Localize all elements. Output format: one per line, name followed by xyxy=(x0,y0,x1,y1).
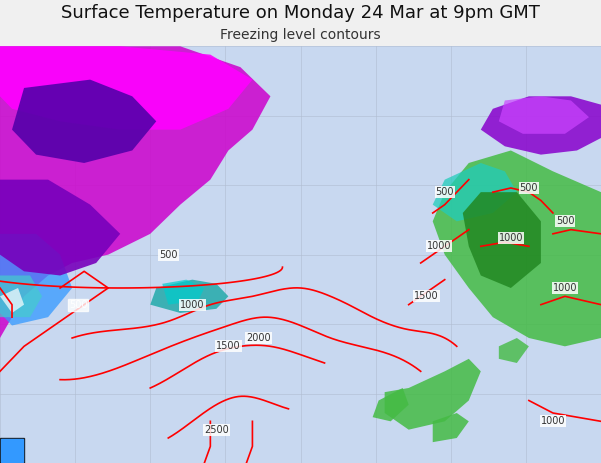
Text: Surface Temperature on Monday 24 Mar at 9pm GMT: Surface Temperature on Monday 24 Mar at … xyxy=(61,4,540,22)
Polygon shape xyxy=(499,338,529,363)
Polygon shape xyxy=(433,163,517,221)
Polygon shape xyxy=(463,192,541,288)
Polygon shape xyxy=(0,275,42,317)
Text: 1500: 1500 xyxy=(415,291,439,301)
Polygon shape xyxy=(0,288,24,313)
Polygon shape xyxy=(150,280,228,313)
Polygon shape xyxy=(481,96,601,155)
Text: 1000: 1000 xyxy=(553,283,577,293)
Text: 1000: 1000 xyxy=(499,233,523,243)
Polygon shape xyxy=(385,359,481,430)
Text: 2000: 2000 xyxy=(246,333,270,343)
Text: 500: 500 xyxy=(520,183,538,193)
Text: 1500: 1500 xyxy=(216,341,240,351)
Polygon shape xyxy=(0,180,120,275)
Bar xyxy=(0,438,24,463)
Text: 2500: 2500 xyxy=(204,425,229,435)
Polygon shape xyxy=(0,46,270,338)
Polygon shape xyxy=(0,234,72,325)
Text: 500: 500 xyxy=(556,216,574,226)
Text: 1000: 1000 xyxy=(427,241,451,251)
Text: 1000: 1000 xyxy=(180,300,204,310)
Polygon shape xyxy=(162,280,204,305)
Polygon shape xyxy=(0,46,252,130)
Bar xyxy=(1,439,23,462)
Text: 500: 500 xyxy=(69,300,87,310)
Text: Freezing level contours: Freezing level contours xyxy=(220,28,381,42)
Polygon shape xyxy=(433,150,601,346)
Text: 500: 500 xyxy=(159,250,177,260)
Polygon shape xyxy=(373,388,409,421)
Polygon shape xyxy=(499,96,589,134)
Polygon shape xyxy=(12,80,156,163)
Text: 1000: 1000 xyxy=(541,416,565,426)
Polygon shape xyxy=(433,413,469,442)
Text: 500: 500 xyxy=(436,187,454,197)
